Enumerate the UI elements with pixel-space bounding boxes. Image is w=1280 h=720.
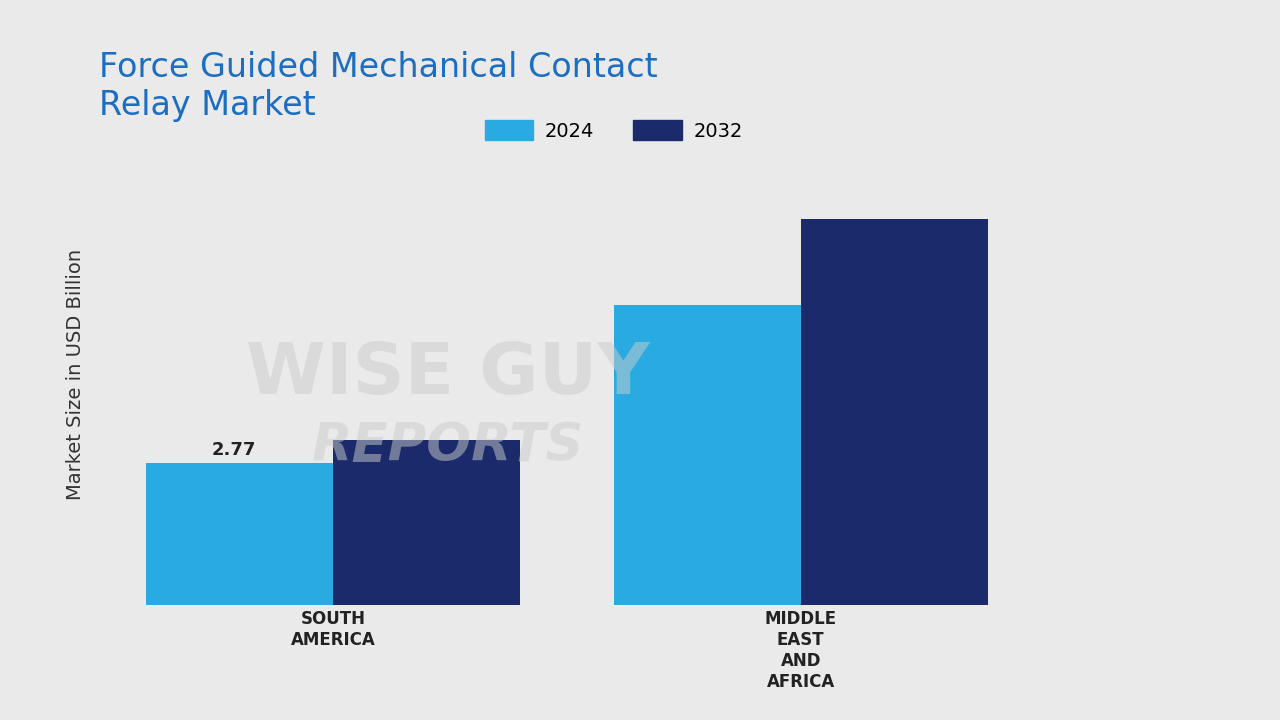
Bar: [613, 305, 801, 606]
Text: WISE GUY: WISE GUY: [246, 340, 650, 409]
Legend: 2024, 2032: 2024, 2032: [485, 120, 742, 141]
Bar: [801, 219, 988, 606]
Bar: [333, 441, 520, 606]
Y-axis label: Market Size in USD Billion: Market Size in USD Billion: [67, 248, 86, 500]
Text: 2.77: 2.77: [211, 441, 256, 459]
Bar: [146, 463, 333, 606]
Text: Force Guided Mechanical Contact
Relay Market: Force Guided Mechanical Contact Relay Ma…: [99, 51, 658, 122]
Text: REPORTS: REPORTS: [312, 420, 584, 472]
